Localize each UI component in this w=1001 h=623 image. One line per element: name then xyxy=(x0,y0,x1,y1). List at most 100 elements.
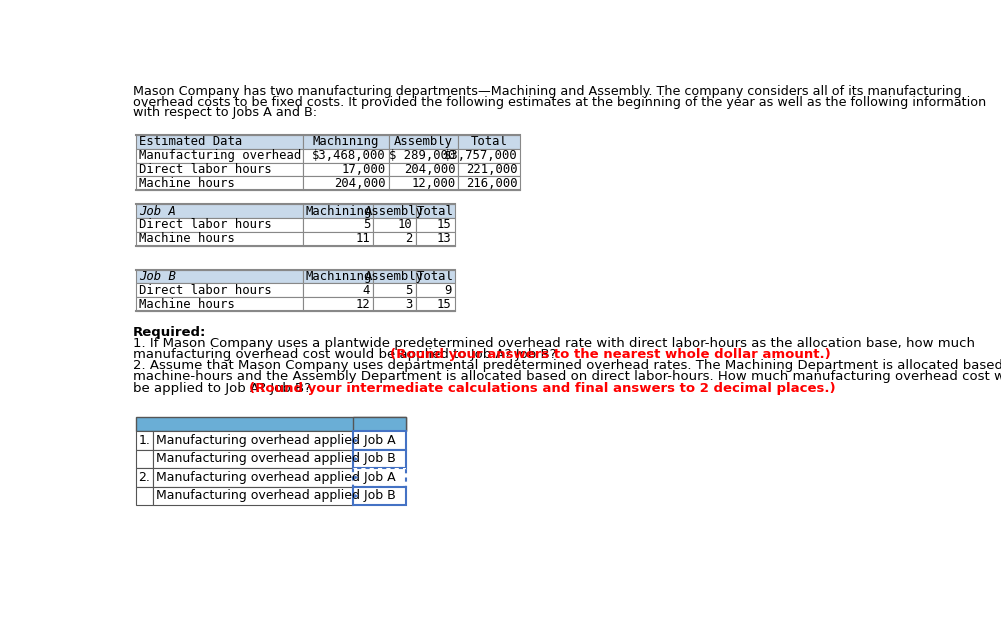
Text: Machine hours: Machine hours xyxy=(139,177,235,190)
Bar xyxy=(136,232,303,245)
Bar xyxy=(136,204,303,218)
Text: 15: 15 xyxy=(436,298,451,311)
Bar xyxy=(136,297,303,311)
Text: Direct labor hours: Direct labor hours xyxy=(139,219,272,231)
Text: Manufacturing overhead applied Job A: Manufacturing overhead applied Job A xyxy=(156,471,395,484)
Bar xyxy=(303,218,373,232)
Bar xyxy=(303,163,388,176)
Bar xyxy=(136,176,303,190)
Polygon shape xyxy=(354,476,357,479)
Bar xyxy=(415,297,454,311)
Bar xyxy=(153,468,353,487)
Text: Total: Total xyxy=(470,135,508,148)
Text: manufacturing overhead cost would be applied to Job A? Job B?: manufacturing overhead cost would be app… xyxy=(133,348,561,361)
Text: 204,000: 204,000 xyxy=(403,163,455,176)
Text: Required:: Required: xyxy=(133,326,206,339)
Text: overhead costs to be fixed costs. It provided the following estimates at the beg: overhead costs to be fixed costs. It pro… xyxy=(133,95,986,108)
Text: 4: 4 xyxy=(362,284,370,297)
Text: 3: 3 xyxy=(405,298,412,311)
Text: Total: Total xyxy=(416,270,453,283)
Text: Machining: Machining xyxy=(305,204,371,217)
Polygon shape xyxy=(354,495,357,498)
Bar xyxy=(458,176,521,190)
Polygon shape xyxy=(354,439,357,442)
Bar xyxy=(303,176,388,190)
Text: 10: 10 xyxy=(398,219,412,231)
Bar xyxy=(388,163,458,176)
Text: Job B: Job B xyxy=(139,270,176,283)
Text: 204,000: 204,000 xyxy=(334,177,385,190)
Text: 15: 15 xyxy=(436,219,451,231)
Bar xyxy=(373,270,415,283)
Text: Manufacturing overhead applied Job A: Manufacturing overhead applied Job A xyxy=(156,434,395,447)
Bar xyxy=(373,218,415,232)
Text: 221,000: 221,000 xyxy=(465,163,518,176)
Bar xyxy=(353,417,405,431)
Bar xyxy=(415,218,454,232)
Text: 5: 5 xyxy=(362,219,370,231)
Text: Estimated Data: Estimated Data xyxy=(139,135,242,148)
Bar xyxy=(136,163,303,176)
Text: 216,000: 216,000 xyxy=(465,177,518,190)
Text: Manufacturing overhead applied Job B: Manufacturing overhead applied Job B xyxy=(156,452,395,465)
Bar xyxy=(136,283,303,297)
Bar xyxy=(388,149,458,163)
Text: 12,000: 12,000 xyxy=(411,177,455,190)
Bar xyxy=(458,149,521,163)
Bar xyxy=(136,450,153,468)
Text: Direct labor hours: Direct labor hours xyxy=(139,284,272,297)
Bar xyxy=(353,450,405,468)
Text: machine-hours and the Assembly Department is allocated based on direct labor-hou: machine-hours and the Assembly Departmen… xyxy=(133,371,1001,383)
Bar xyxy=(458,135,521,149)
Text: with respect to Jobs A and B:: with respect to Jobs A and B: xyxy=(133,107,317,120)
Bar xyxy=(373,232,415,245)
Polygon shape xyxy=(354,457,357,460)
Text: be applied to Job A? Job B?: be applied to Job A? Job B? xyxy=(133,382,315,394)
Text: 5: 5 xyxy=(405,284,412,297)
Bar xyxy=(373,204,415,218)
Bar xyxy=(353,487,405,505)
Bar xyxy=(388,135,458,149)
Text: $3,468,000: $3,468,000 xyxy=(311,149,385,162)
Text: (Round your intermediate calculations and final answers to 2 decimal places.): (Round your intermediate calculations an… xyxy=(249,382,836,394)
Bar xyxy=(415,204,454,218)
Bar xyxy=(136,487,153,505)
Text: Assembly: Assembly xyxy=(365,270,424,283)
Bar xyxy=(153,487,353,505)
Bar xyxy=(136,431,153,450)
Bar xyxy=(303,135,388,149)
Text: 17,000: 17,000 xyxy=(341,163,385,176)
Text: Manufacturing overhead applied Job B: Manufacturing overhead applied Job B xyxy=(156,490,395,503)
Bar xyxy=(303,232,373,245)
Bar xyxy=(373,283,415,297)
Bar xyxy=(415,232,454,245)
Bar xyxy=(136,218,303,232)
Bar xyxy=(353,468,405,487)
Text: 1. If Mason Company uses a plantwide predetermined overhead rate with direct lab: 1. If Mason Company uses a plantwide pre… xyxy=(133,337,975,350)
Text: Machining: Machining xyxy=(312,135,379,148)
Bar xyxy=(458,163,521,176)
Text: 2: 2 xyxy=(405,232,412,245)
Text: Manufacturing overhead: Manufacturing overhead xyxy=(139,149,301,162)
Bar xyxy=(415,270,454,283)
Text: Machine hours: Machine hours xyxy=(139,298,235,311)
Bar xyxy=(303,270,373,283)
Text: 9: 9 xyxy=(444,284,451,297)
Bar xyxy=(136,417,405,431)
Bar xyxy=(303,283,373,297)
Text: Total: Total xyxy=(416,204,453,217)
Text: 2.: 2. xyxy=(138,471,150,484)
Text: Job A: Job A xyxy=(139,204,176,217)
Text: Machining: Machining xyxy=(305,270,371,283)
Bar xyxy=(353,431,405,450)
Text: 1.: 1. xyxy=(138,434,150,447)
Text: $3,757,000: $3,757,000 xyxy=(443,149,518,162)
Text: Mason Company has two manufacturing departments—Machining and Assembly. The comp: Mason Company has two manufacturing depa… xyxy=(133,85,962,98)
Text: 11: 11 xyxy=(355,232,370,245)
Bar xyxy=(303,149,388,163)
Text: 13: 13 xyxy=(436,232,451,245)
Text: 2. Assume that Mason Company uses departmental predetermined overhead rates. The: 2. Assume that Mason Company uses depart… xyxy=(133,359,1001,373)
Text: $ 289,000: $ 289,000 xyxy=(389,149,455,162)
Text: Machine hours: Machine hours xyxy=(139,232,235,245)
Text: Assembly: Assembly xyxy=(365,204,424,217)
